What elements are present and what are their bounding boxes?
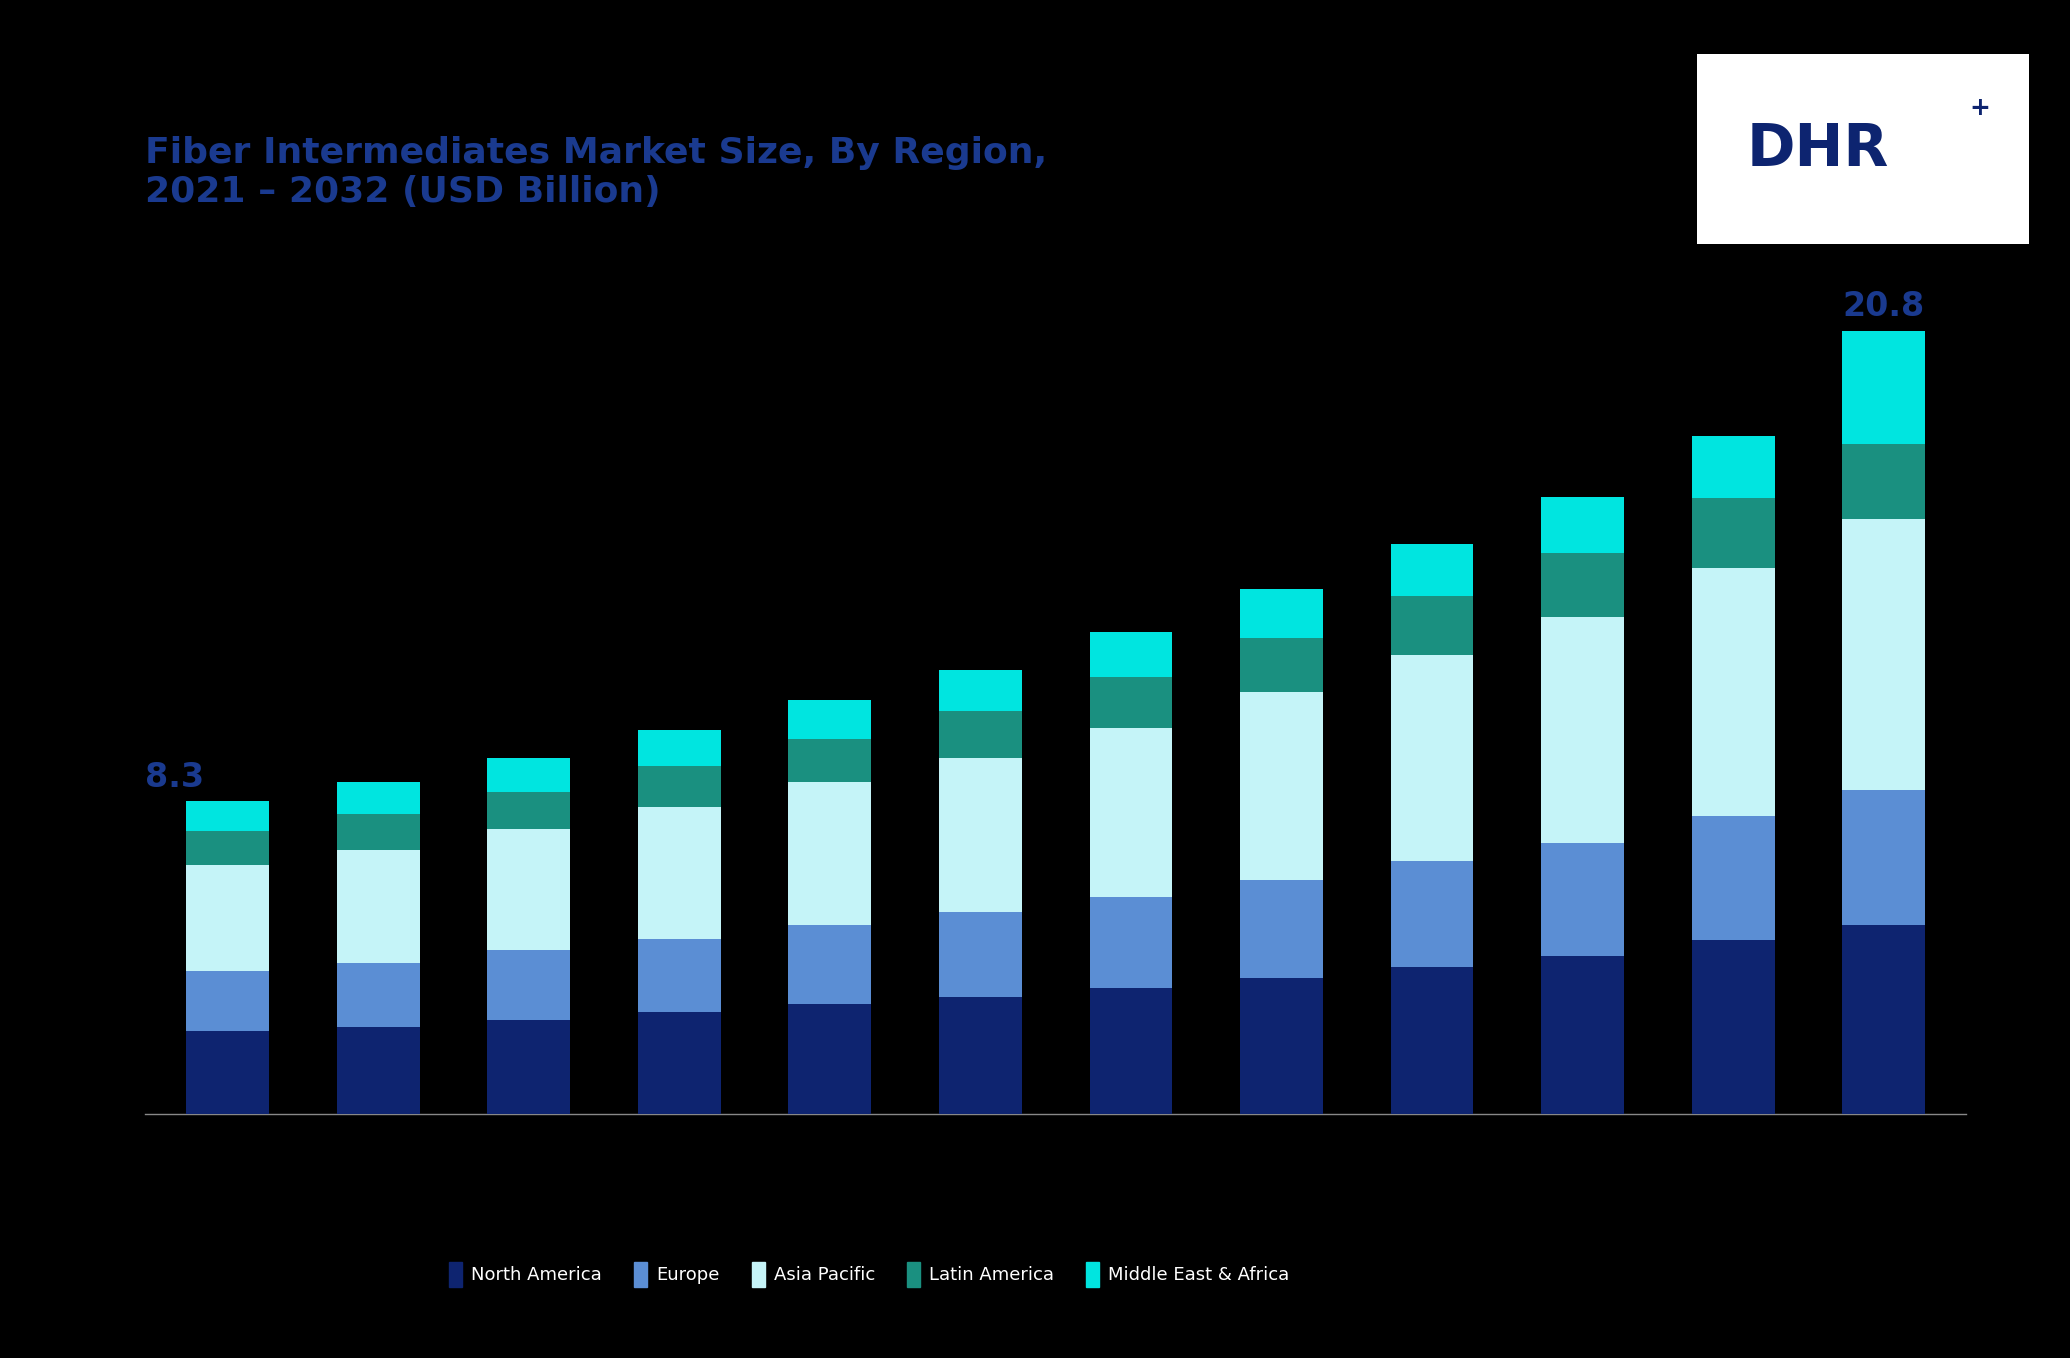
Legend: North America, Europe, Asia Pacific, Latin America, Middle East & Africa: North America, Europe, Asia Pacific, Lat…: [443, 1255, 1296, 1294]
Bar: [638, 807, 720, 938]
Bar: [638, 1012, 720, 1114]
Bar: [940, 997, 1023, 1114]
Bar: [638, 766, 720, 807]
Bar: [1842, 519, 1925, 790]
Text: +: +: [1969, 95, 1989, 120]
Bar: [1391, 596, 1474, 655]
Bar: [186, 865, 269, 971]
Bar: [1240, 693, 1323, 880]
Bar: [1842, 790, 1925, 925]
Bar: [1691, 436, 1774, 498]
Bar: [1691, 816, 1774, 941]
Bar: [1842, 925, 1925, 1114]
Bar: [1240, 589, 1323, 638]
Bar: [337, 963, 420, 1027]
Bar: [486, 758, 569, 792]
Bar: [486, 949, 569, 1020]
Bar: [186, 801, 269, 831]
Text: Fiber Intermediates Market Size, By Region,
2021 – 2032 (USD Billion): Fiber Intermediates Market Size, By Regi…: [145, 136, 1047, 209]
Bar: [940, 669, 1023, 712]
Bar: [1089, 987, 1172, 1114]
Bar: [1089, 898, 1172, 987]
Bar: [789, 739, 871, 782]
Bar: [1842, 331, 1925, 444]
Bar: [1391, 543, 1474, 596]
Bar: [1691, 568, 1774, 816]
Bar: [337, 782, 420, 815]
Bar: [1391, 655, 1474, 861]
Bar: [1691, 498, 1774, 568]
Bar: [638, 729, 720, 766]
Bar: [1542, 553, 1625, 617]
Bar: [486, 1020, 569, 1114]
Bar: [789, 782, 871, 925]
Bar: [1240, 978, 1323, 1114]
Bar: [940, 758, 1023, 913]
Bar: [1089, 728, 1172, 898]
Bar: [186, 1031, 269, 1114]
Bar: [638, 938, 720, 1012]
Bar: [1842, 444, 1925, 519]
Bar: [337, 815, 420, 850]
Bar: [1391, 861, 1474, 967]
Bar: [1542, 617, 1625, 843]
Bar: [1542, 843, 1625, 956]
Bar: [486, 830, 569, 949]
Bar: [1240, 880, 1323, 978]
Bar: [940, 712, 1023, 758]
Bar: [1089, 631, 1172, 678]
Bar: [186, 831, 269, 865]
Bar: [940, 913, 1023, 997]
Text: DHR: DHR: [1747, 121, 1890, 178]
Bar: [1542, 956, 1625, 1114]
Bar: [789, 1005, 871, 1114]
Bar: [186, 971, 269, 1031]
Bar: [337, 1027, 420, 1114]
Bar: [337, 850, 420, 963]
Bar: [1542, 497, 1625, 553]
Bar: [486, 792, 569, 830]
Bar: [1391, 967, 1474, 1114]
Bar: [789, 925, 871, 1005]
Text: 8.3: 8.3: [145, 760, 205, 794]
Bar: [789, 699, 871, 739]
Bar: [1089, 678, 1172, 728]
Bar: [1691, 941, 1774, 1114]
Bar: [1240, 638, 1323, 693]
Text: 20.8: 20.8: [1842, 291, 1925, 323]
